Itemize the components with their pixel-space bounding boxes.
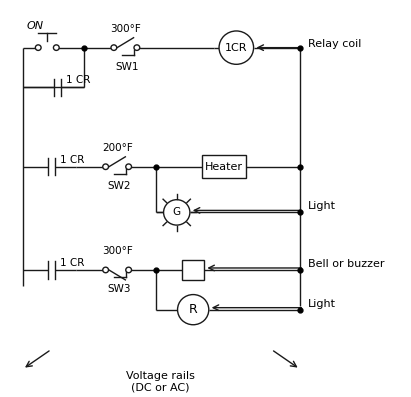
Circle shape — [35, 45, 41, 50]
Text: Bell or buzzer: Bell or buzzer — [308, 259, 385, 269]
Text: 1 CR: 1 CR — [60, 154, 84, 165]
Circle shape — [53, 45, 59, 50]
Circle shape — [178, 295, 209, 325]
Circle shape — [103, 164, 109, 170]
Text: SW1: SW1 — [115, 62, 139, 72]
Bar — [203, 155, 246, 178]
Text: SW3: SW3 — [107, 284, 131, 294]
Circle shape — [126, 164, 132, 170]
Text: Light: Light — [308, 299, 336, 309]
Bar — [182, 260, 204, 280]
Circle shape — [219, 31, 254, 64]
Text: Voltage rails
(DC or AC): Voltage rails (DC or AC) — [126, 371, 195, 393]
Text: ON: ON — [27, 21, 44, 31]
Circle shape — [164, 200, 190, 225]
Text: 1 CR: 1 CR — [60, 258, 84, 268]
Text: SW2: SW2 — [107, 181, 131, 191]
Text: Heater: Heater — [205, 162, 243, 172]
Text: Light: Light — [308, 201, 336, 212]
Circle shape — [103, 267, 109, 273]
Text: 300°F: 300°F — [110, 23, 141, 34]
Text: 300°F: 300°F — [102, 246, 132, 256]
Text: 1CR: 1CR — [225, 42, 247, 53]
Circle shape — [111, 45, 117, 50]
Text: 200°F: 200°F — [102, 143, 132, 153]
Text: 1 CR: 1 CR — [66, 75, 90, 85]
Text: R: R — [189, 303, 198, 316]
Circle shape — [126, 267, 132, 273]
Text: Relay coil: Relay coil — [308, 39, 362, 49]
Circle shape — [134, 45, 140, 50]
Text: G: G — [173, 207, 181, 218]
